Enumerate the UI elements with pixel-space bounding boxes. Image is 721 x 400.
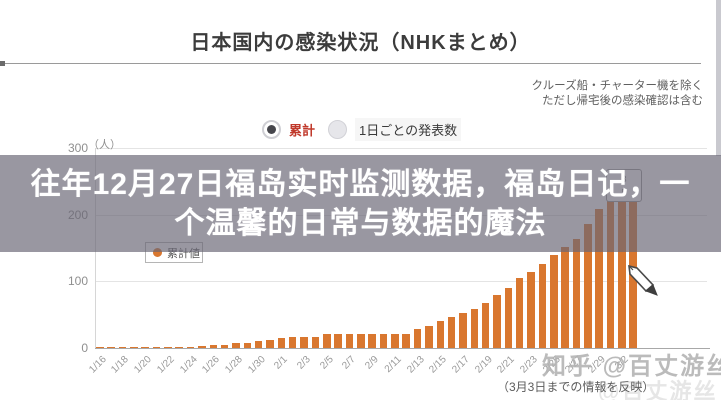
watermark: 知乎 @百丈游丝: [542, 353, 721, 380]
chart-note-line2: ただし帰宅後の感染確認は含む: [542, 95, 703, 107]
bar-1/22[interactable]: [164, 347, 172, 348]
bar-1/31[interactable]: [266, 340, 274, 348]
bar-2/25[interactable]: [550, 255, 558, 348]
legend-daily-label[interactable]: 1日ごとの発表数: [355, 118, 461, 141]
radio-unselected-icon[interactable]: [328, 119, 347, 139]
x-axis-line: [95, 348, 710, 349]
title-divider: [0, 63, 701, 64]
bar-2/6[interactable]: [334, 334, 342, 348]
bar-3/1[interactable]: [606, 199, 615, 348]
legend-daily-toggle[interactable]: 1日ごとの発表数: [328, 117, 461, 141]
bar-1/30[interactable]: [254, 341, 263, 348]
bar-1/21[interactable]: [152, 347, 161, 348]
bar-2/29[interactable]: [595, 209, 603, 348]
pencil-cursor-icon: [628, 264, 658, 296]
bar-1/27[interactable]: [220, 345, 229, 348]
bar-2/10[interactable]: [379, 334, 388, 348]
bar-1/24[interactable]: [186, 347, 195, 348]
bar-1/29[interactable]: [243, 343, 252, 348]
bar-2/4[interactable]: [311, 337, 320, 348]
gridline-300: [95, 148, 707, 149]
bar-1/17[interactable]: [107, 347, 115, 348]
bar-2/8[interactable]: [357, 334, 365, 348]
gridline-100: [95, 281, 707, 282]
y-tick-100: 100: [67, 274, 88, 288]
radio-selected-icon[interactable]: [262, 119, 281, 139]
page-title: 日本国内の感染状況（NHKまとめ）: [190, 32, 531, 54]
chart-note: クルーズ船・チャーター機を除く ただし帰宅後の感染確認は含む: [532, 79, 703, 109]
bar-1/19[interactable]: [130, 347, 138, 348]
legend-row: 累計 1日ごとの発表数: [0, 117, 721, 141]
bar-2/24[interactable]: [538, 264, 547, 348]
bar-2/13[interactable]: [413, 329, 422, 348]
bar-2/1[interactable]: [277, 338, 286, 348]
bar-1/26[interactable]: [209, 345, 217, 348]
bar-1/23[interactable]: [175, 347, 183, 348]
bar-2/9[interactable]: [368, 334, 376, 348]
bar-2/7[interactable]: [345, 334, 354, 348]
legend-cumulative-label[interactable]: 累計: [289, 122, 316, 138]
bar-2/5[interactable]: [323, 334, 331, 348]
bar-1/20[interactable]: [141, 347, 149, 348]
bar-2/21[interactable]: [504, 288, 513, 348]
headline-line2: 个温馨的日常与数据的魔法: [174, 206, 547, 240]
bar-1/28[interactable]: [232, 343, 240, 348]
bar-1/16[interactable]: [96, 347, 104, 348]
bar-2/15[interactable]: [436, 321, 444, 348]
bar-2/20[interactable]: [493, 295, 501, 348]
bar-1/18[interactable]: [118, 347, 127, 348]
legend-cumulative-toggle[interactable]: 累計: [262, 117, 315, 141]
headline-banner: 往年12月27日福岛实时监测数据，福岛日记，一 个温馨的日常与数据的魔法: [0, 155, 721, 252]
bar-2/27[interactable]: [572, 239, 581, 348]
bar-2/12[interactable]: [402, 334, 410, 348]
divider-notch: [0, 61, 5, 66]
bar-2/11[interactable]: [391, 334, 399, 348]
bar-2/18[interactable]: [470, 309, 479, 348]
bar-2/2[interactable]: [288, 337, 297, 348]
cumulative-dot-icon: [153, 248, 162, 257]
right-edge-strip: [716, 0, 721, 156]
y-axis-unit: （人）: [88, 139, 121, 151]
bar-2/26[interactable]: [561, 247, 569, 348]
as-of-caption: （3月3日までの情報を反映）: [497, 380, 655, 394]
bar-2/23[interactable]: [527, 272, 535, 348]
y-tick-0: 0: [81, 341, 88, 355]
bar-2/17[interactable]: [459, 313, 467, 348]
bar-2/19[interactable]: [481, 303, 490, 348]
bar-2/28[interactable]: [584, 224, 592, 348]
y-tick-300: 300: [67, 141, 88, 155]
bar-2/22[interactable]: [515, 278, 524, 348]
bar-3/2[interactable]: [618, 193, 626, 348]
bar-2/14[interactable]: [425, 326, 433, 348]
chart-note-line1: クルーズ船・チャーター機を除く: [531, 80, 703, 92]
watermark-faint: @百丈游丝: [598, 379, 718, 400]
bar-2/3[interactable]: [300, 337, 308, 348]
headline-line1: 往年12月27日福岛实时监测数据，福岛日记，一: [30, 167, 691, 201]
bar-1/25[interactable]: [198, 346, 206, 348]
bar-2/16[interactable]: [447, 317, 456, 348]
